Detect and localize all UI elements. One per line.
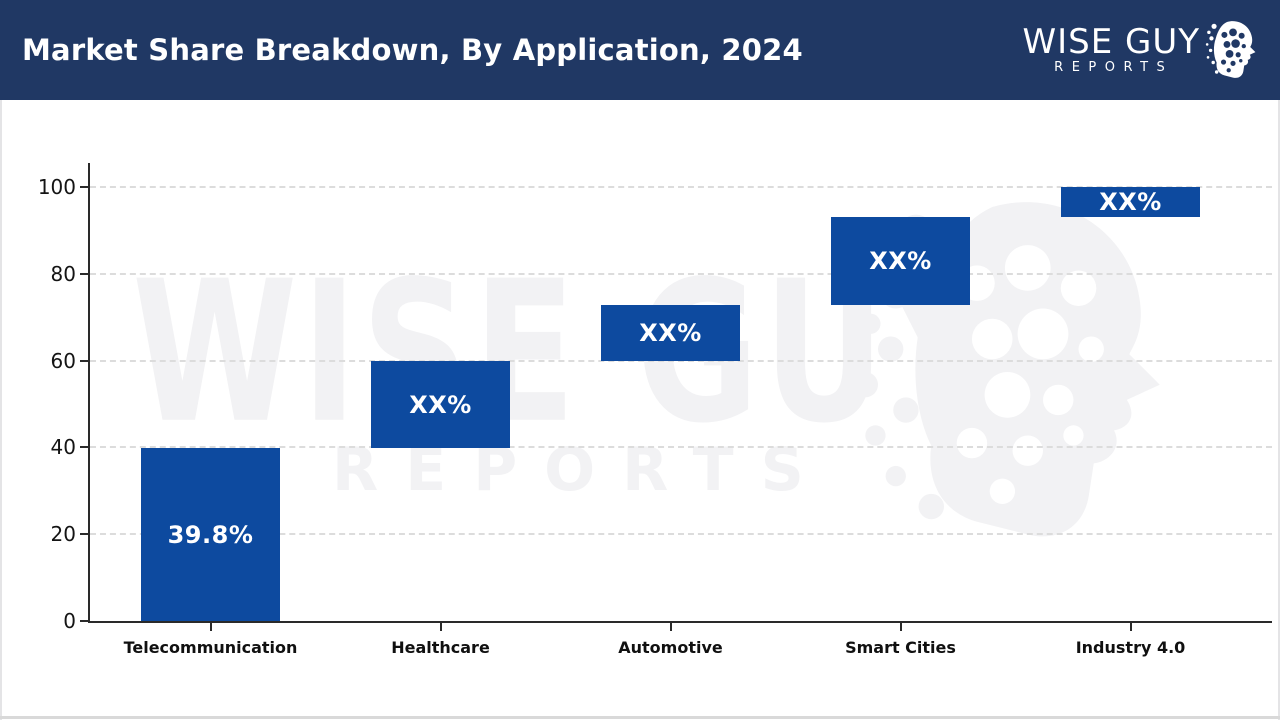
y-axis-tick-label: 40 <box>50 435 76 460</box>
bar-value-label: XX% <box>1099 187 1162 216</box>
left-border <box>0 100 2 720</box>
y-axis-tick-label: 0 <box>63 609 76 633</box>
y-axis-tick <box>80 186 88 188</box>
bar-healthcare: XX% <box>371 361 510 449</box>
brand-logo-text: WISE GUY REPORTS <box>1022 21 1200 76</box>
y-axis-tick <box>80 272 88 275</box>
y-axis-tick <box>80 359 88 362</box>
y-axis-tick <box>80 620 88 622</box>
x-axis-category-label: Telecommunication <box>123 638 298 657</box>
x-axis-tick <box>209 623 212 631</box>
y-gridline <box>90 446 1272 449</box>
bar-value-label: XX% <box>869 246 932 275</box>
x-axis-category-label: Healthcare <box>391 638 490 657</box>
watermark-text-line2: REPORTS <box>332 435 831 505</box>
brand-subname: REPORTS <box>1054 60 1174 76</box>
bottom-border <box>0 716 1280 719</box>
x-axis-category-label: Industry 4.0 <box>1075 638 1186 657</box>
bar-telecommunication: 39.8% <box>141 448 280 621</box>
x-axis-tick <box>1129 623 1132 631</box>
y-axis-spine <box>88 163 90 623</box>
y-axis-tick <box>80 446 88 449</box>
y-axis-tick-label: 60 <box>50 348 76 373</box>
y-axis-tick-label: 100 <box>37 175 76 199</box>
brand-logo: WISE GUY REPORTS <box>1022 16 1258 84</box>
x-axis-spine <box>88 621 1272 623</box>
y-axis-tick-label: 20 <box>50 522 76 547</box>
y-gridline <box>90 186 1272 188</box>
bar-smart-cities: XX% <box>831 216 970 306</box>
y-gridline <box>90 272 1272 275</box>
y-axis-tick <box>80 533 88 536</box>
bar-automotive: XX% <box>601 305 740 362</box>
page-title: Market Share Breakdown, By Application, … <box>22 33 803 67</box>
bar-industry-4-0: XX% <box>1061 187 1200 217</box>
right-border <box>1278 100 1280 720</box>
bar-value-label: 39.8% <box>167 520 254 549</box>
header-bar: Market Share Breakdown, By Application, … <box>0 0 1280 100</box>
y-axis-tick-label: 80 <box>50 261 76 286</box>
bar-value-label: XX% <box>639 319 702 348</box>
x-axis-category-label: Smart Cities <box>845 638 956 657</box>
y-gridline <box>90 533 1272 536</box>
x-axis-tick <box>899 623 902 631</box>
brand-name: WISE GUY <box>1022 21 1200 62</box>
bar-value-label: XX% <box>409 390 472 419</box>
brand-dotted-face-icon <box>1205 21 1256 78</box>
x-axis-category-label: Automotive <box>618 638 723 657</box>
x-axis-tick <box>669 623 672 631</box>
x-axis-tick <box>439 623 442 631</box>
